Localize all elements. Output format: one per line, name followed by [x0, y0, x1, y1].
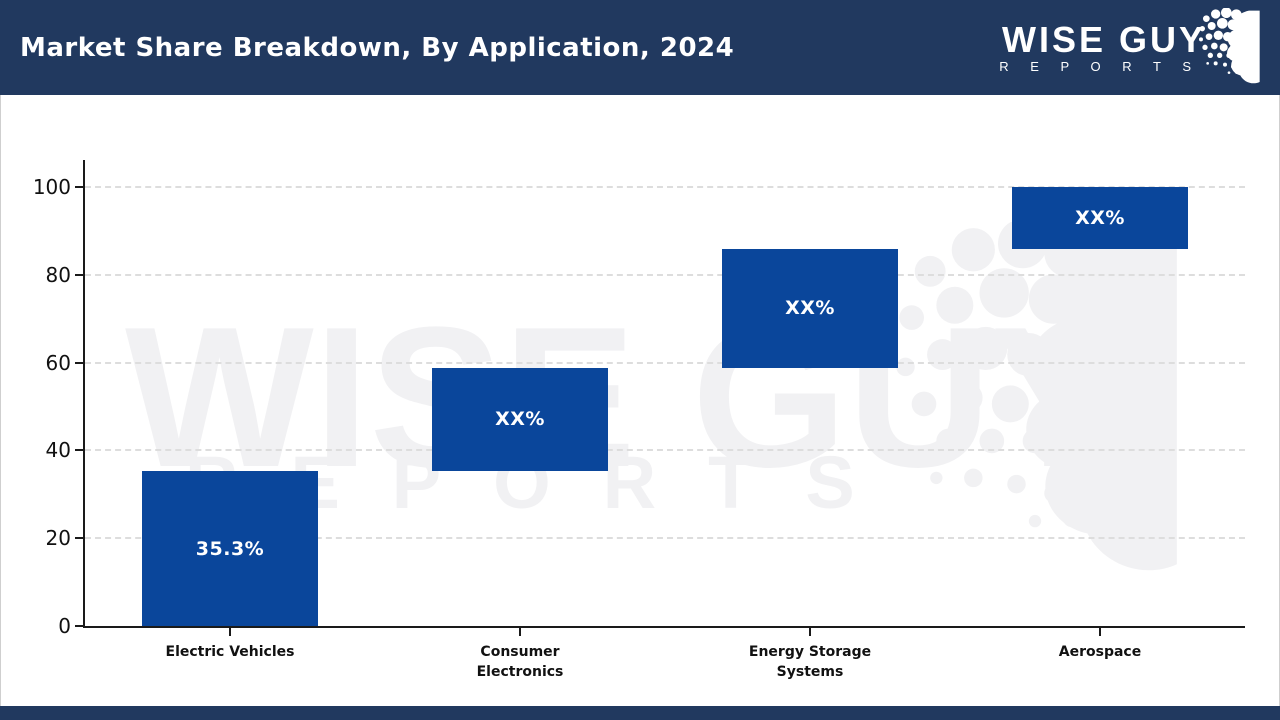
gridline-60: [85, 361, 1245, 364]
wiseguy-head-icon: [1192, 6, 1266, 88]
bar-value-label-0: 35.3%: [195, 537, 265, 560]
logo-subtitle: R E P O R T S: [999, 58, 1200, 74]
bar-value-label-3: XX%: [1075, 206, 1125, 229]
y-tick-label-0: 0: [58, 614, 71, 638]
x-category-label-2: Energy Storage Systems: [748, 644, 872, 680]
page-title: Market Share Breakdown, By Application, …: [20, 32, 735, 63]
y-tick-mark-60: [75, 361, 83, 364]
bar-value-label-2: XX%: [785, 297, 835, 320]
gridline-20: [85, 537, 1245, 540]
logo-wordmark: WISE GUY: [1001, 18, 1206, 60]
x-category-label-0: Electric Vehicles: [165, 644, 295, 660]
x-tick-mark-2: [809, 628, 811, 636]
x-category-label-3: Aerospace: [1058, 644, 1142, 660]
watermark-head-icon: [880, 218, 1190, 592]
y-tick-mark-0: [75, 625, 83, 627]
x-axis-line: [83, 626, 1245, 628]
waterfall-chart: 0 20 40 60 80 100 35.3% Electric Vehicles XX% Con…: [33, 160, 1245, 680]
y-tick-mark-100: [75, 186, 83, 188]
x-tick-mark-0: [229, 628, 231, 636]
y-tick-label-60: 60: [45, 350, 71, 375]
x-tick-mark-1: [519, 628, 521, 636]
wiseguy-logo: WISE GUY R E P O R T S: [999, 6, 1266, 88]
footer-bar: [0, 706, 1280, 720]
y-tick-label-100: 100: [32, 175, 71, 199]
wiseguy-logo-text: WISE GUY R E P O R T S: [999, 18, 1206, 75]
y-tick-label-40: 40: [45, 438, 71, 463]
x-tick-mark-3: [1099, 628, 1101, 636]
bar-0: 35.3%: [142, 471, 318, 626]
bar-3: XX%: [1012, 187, 1188, 249]
bar-1: XX%: [432, 367, 608, 472]
y-axis-line: [83, 160, 85, 628]
gridline-80: [85, 273, 1245, 276]
header-bar: Market Share Breakdown, By Application, …: [0, 0, 1280, 95]
gridline-100: [85, 186, 1245, 188]
x-category-label-1: Consumer Electronics: [476, 644, 564, 680]
y-tick-mark-80: [75, 273, 83, 276]
y-tick-label-80: 80: [45, 262, 71, 287]
y-tick-mark-20: [75, 537, 83, 540]
y-tick-mark-40: [75, 449, 83, 452]
y-tick-label-20: 20: [45, 526, 71, 551]
bar-2: XX%: [722, 248, 898, 368]
bar-value-label-1: XX%: [495, 408, 545, 431]
gridline-40: [85, 449, 1245, 452]
